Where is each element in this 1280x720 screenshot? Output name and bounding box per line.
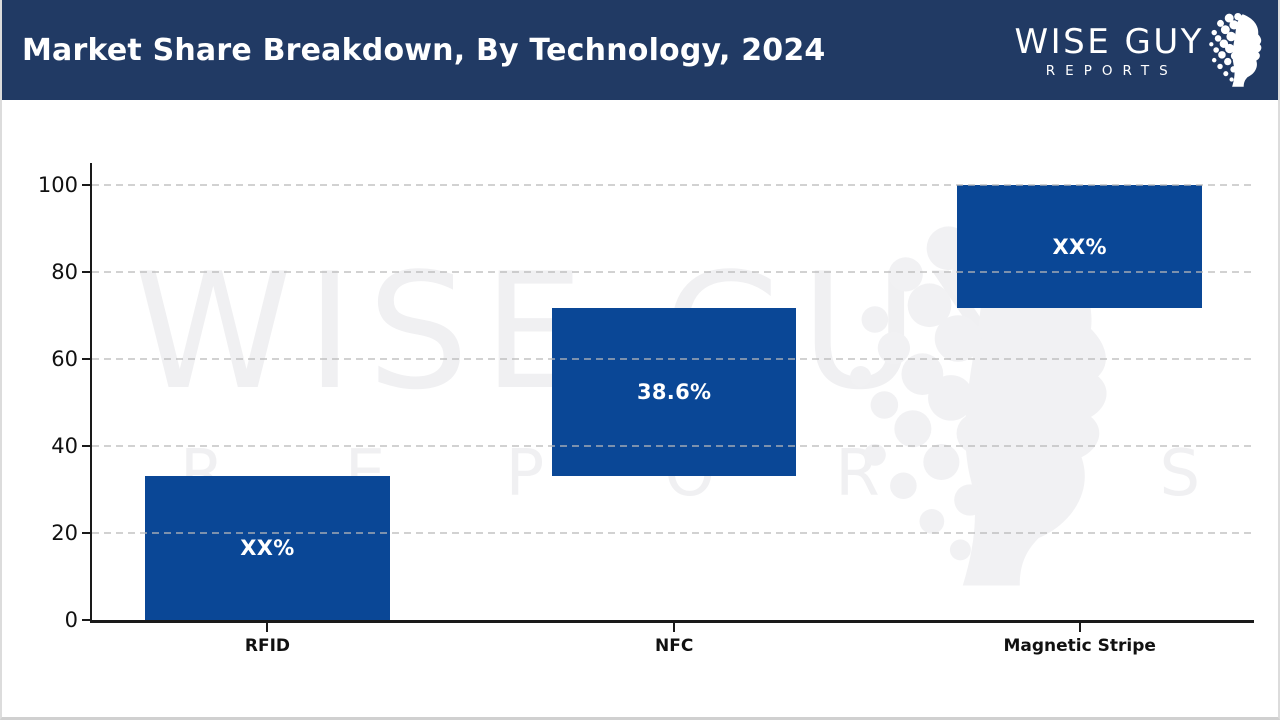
x-tick-mark-3	[1078, 623, 1081, 632]
y-tick-mark-20	[82, 531, 90, 534]
x-category-label-nfc: NFC	[654, 636, 694, 656]
head-profile-dots-icon	[1209, 12, 1262, 87]
brand-logo-text: WISE GUY REPORTS	[1014, 22, 1204, 79]
y-tick-mark-80	[82, 270, 90, 273]
brand-logo: WISE GUY REPORTS	[1014, 8, 1264, 92]
bar-value-label: XX%	[240, 536, 295, 561]
grid-line-y20	[92, 531, 1254, 534]
grid-line-y40	[92, 444, 1254, 447]
y-tick-mark-40	[82, 444, 90, 447]
logo-subtext: REPORTS	[1045, 62, 1178, 79]
x-category-label-rfid: RFID	[244, 636, 291, 656]
x-tick-mark-2	[673, 623, 676, 632]
grid-line-y80	[92, 270, 1254, 273]
header-bar: Market Share Breakdown, By Technology, 2…	[2, 0, 1278, 100]
y-tick-mark-60	[82, 357, 90, 360]
logo-wordmark: WISE GUY	[1014, 22, 1204, 63]
bar-value-label: 38.6%	[636, 380, 712, 405]
y-tick-label-40: 40	[51, 433, 78, 458]
bar-chart-plot: 0 20 40 60 80 100 XX% RFID 38.6% NFC XX% Magnetic S…	[38, 163, 1254, 656]
bar-rfid: XX%	[145, 476, 390, 620]
bar-value-label: XX%	[1052, 234, 1107, 259]
y-tick-label-60: 60	[51, 346, 78, 371]
bar-magnetic-stripe: XX%	[957, 184, 1202, 309]
y-tick-label-20: 20	[51, 520, 78, 545]
bar-nfc: 38.6%	[551, 308, 797, 477]
grid-line-y60	[92, 357, 1254, 360]
grid-line-y100	[92, 183, 1254, 186]
page-title: Market Share Breakdown, By Technology, 2…	[22, 32, 826, 68]
y-tick-mark-100	[82, 183, 90, 186]
y-tick-label-80: 80	[51, 259, 78, 284]
x-category-label-magnetic-stripe: Magnetic Stripe	[1003, 636, 1156, 656]
y-tick-label-0: 0	[64, 608, 78, 632]
y-tick-label-100: 100	[37, 172, 78, 197]
x-tick-mark-1	[266, 623, 269, 632]
y-tick-mark-0	[82, 619, 90, 621]
